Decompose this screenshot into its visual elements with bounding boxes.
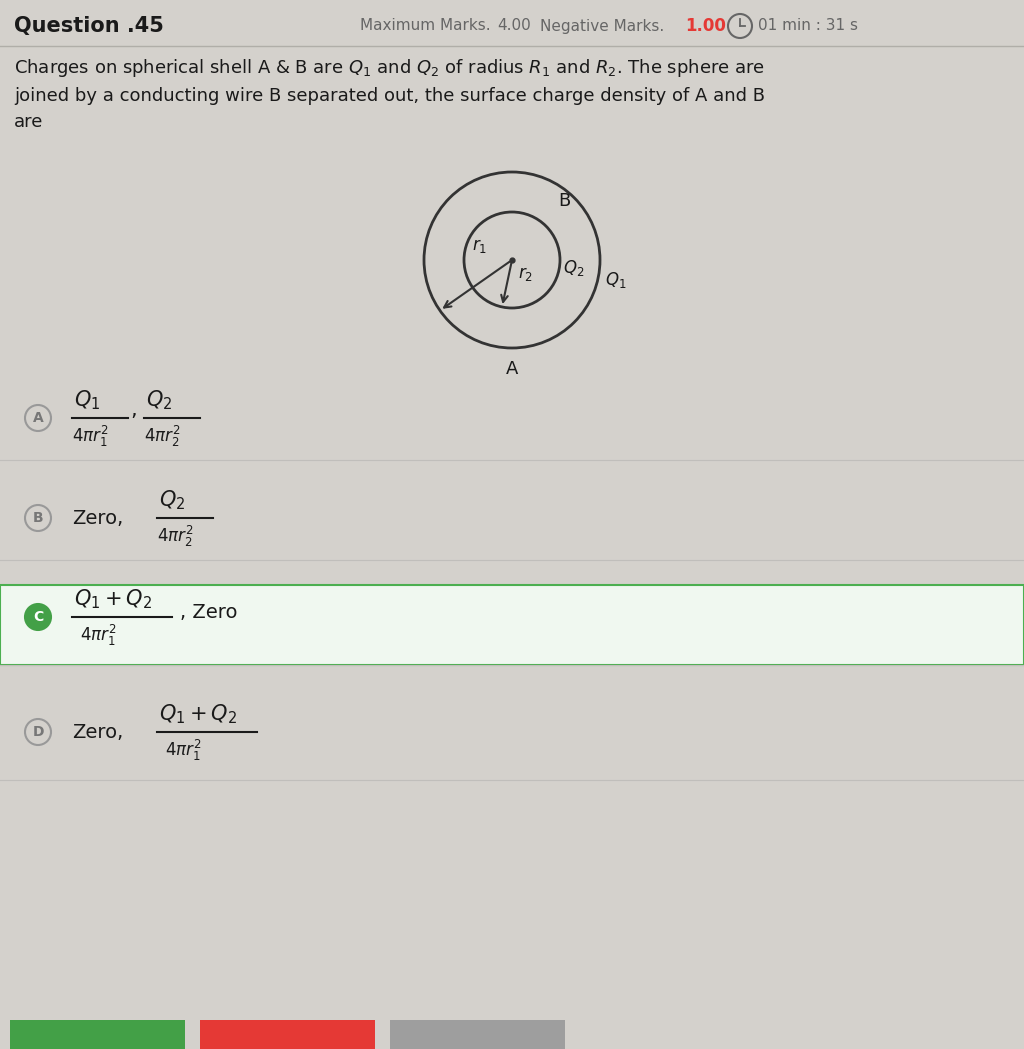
Text: A: A: [506, 360, 518, 378]
Text: , Zero: , Zero: [180, 603, 238, 622]
Text: Maximum Marks.: Maximum Marks.: [360, 19, 490, 34]
Text: $Q_1$: $Q_1$: [74, 388, 100, 412]
Text: Negative Marks.: Negative Marks.: [540, 19, 665, 34]
Text: $4\pi r_1^2$: $4\pi r_1^2$: [165, 737, 202, 763]
FancyBboxPatch shape: [0, 585, 1024, 665]
Text: A: A: [33, 411, 43, 425]
Text: $r_1$: $r_1$: [472, 237, 487, 255]
Text: 4.00: 4.00: [497, 19, 530, 34]
Text: $4\pi r_1^2$: $4\pi r_1^2$: [72, 424, 109, 449]
Text: C: C: [33, 611, 43, 624]
Text: Zero,: Zero,: [72, 723, 123, 742]
Circle shape: [25, 604, 51, 630]
Bar: [10, 1020, 185, 1049]
Text: 01 min : 31 s: 01 min : 31 s: [758, 19, 858, 34]
Text: Question .45: Question .45: [14, 16, 164, 36]
Text: 1.00: 1.00: [685, 17, 726, 35]
Text: $Q_1$: $Q_1$: [605, 270, 627, 290]
Text: $r_2$: $r_2$: [518, 265, 534, 283]
Text: $Q_1 + Q_2$: $Q_1 + Q_2$: [74, 587, 153, 611]
Text: $4\pi r_1^2$: $4\pi r_1^2$: [80, 622, 117, 647]
Text: ,: ,: [130, 400, 136, 420]
Text: $Q_2$: $Q_2$: [159, 488, 185, 512]
Text: B: B: [33, 511, 43, 524]
Text: $Q_2$: $Q_2$: [563, 258, 585, 278]
Text: $4\pi r_2^2$: $4\pi r_2^2$: [157, 523, 194, 549]
Text: are: are: [14, 113, 43, 131]
Bar: [390, 1020, 565, 1049]
Text: $Q_2$: $Q_2$: [146, 388, 172, 412]
Text: Zero,: Zero,: [72, 509, 123, 528]
Text: $4\pi r_2^2$: $4\pi r_2^2$: [144, 424, 180, 449]
Text: joined by a conducting wire B separated out, the surface charge density of A and: joined by a conducting wire B separated …: [14, 87, 765, 105]
Text: Charges on spherical shell A & B are $Q_1$ and $Q_2$ of radius $R_1$ and $R_2$. : Charges on spherical shell A & B are $Q_…: [14, 57, 765, 79]
Text: D: D: [32, 725, 44, 738]
Bar: [200, 1020, 375, 1049]
Text: B: B: [558, 192, 570, 210]
Text: $Q_1 + Q_2$: $Q_1 + Q_2$: [159, 702, 238, 726]
